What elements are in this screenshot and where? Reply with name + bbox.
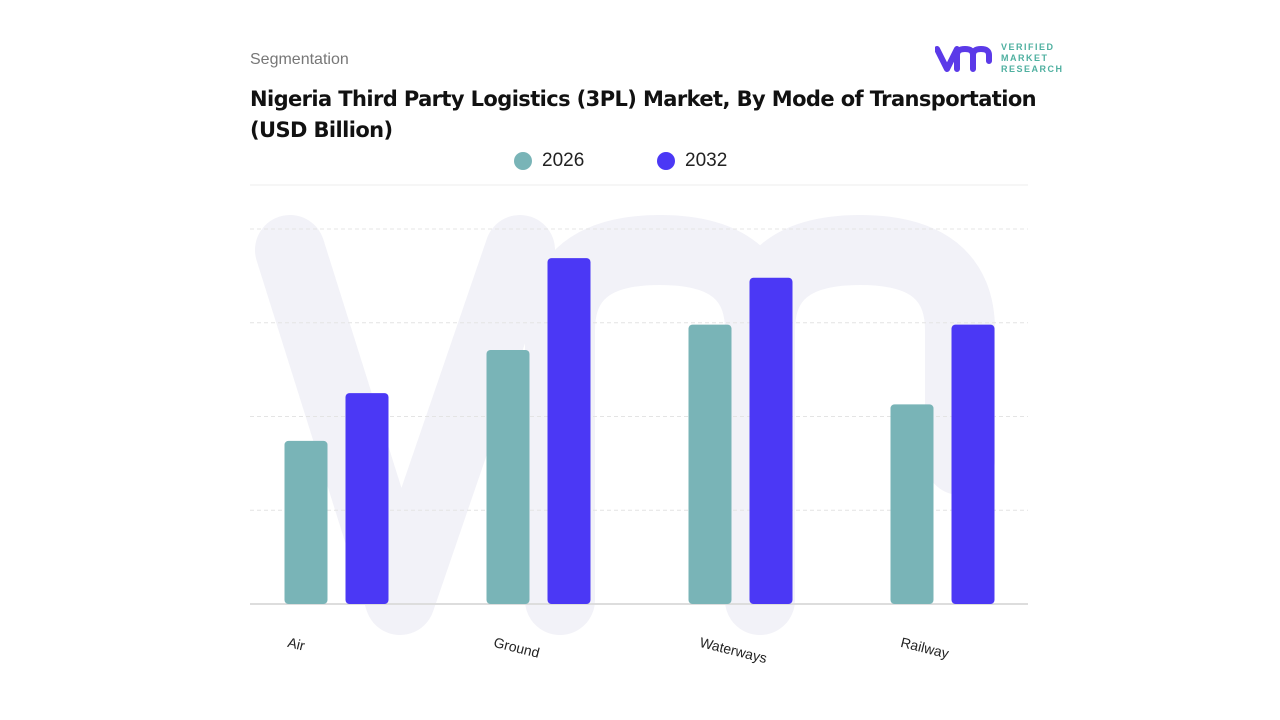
legend-label-2032: 2032 <box>685 150 728 171</box>
logo-text-1: VERIFIED <box>1001 42 1055 52</box>
bar-ground-2032 <box>547 258 591 604</box>
bar-air-2032 <box>345 393 389 604</box>
legend-label-2026: 2026 <box>542 150 585 171</box>
legend-item-2032: 2032 <box>657 150 727 172</box>
legend-swatch-2026 <box>514 152 532 170</box>
legend-item-2026: 2026 <box>514 150 584 172</box>
bar-waterways-2032 <box>749 277 793 604</box>
bar-railway-2026 <box>890 404 934 604</box>
vmr-logo-icon <box>935 45 992 72</box>
bar-waterways-2026 <box>688 324 732 604</box>
watermark-logo <box>255 215 995 635</box>
bar-air-2026 <box>284 440 328 604</box>
logo-text-3: RESEARCH <box>1001 64 1064 74</box>
bar-ground-2026 <box>486 349 530 604</box>
legend-swatch-2032 <box>657 152 675 170</box>
vmr-logo: VERIFIED MARKET RESEARCH <box>935 42 1064 75</box>
segmentation-label: Segmentation <box>250 51 349 68</box>
logo-text-2: MARKET <box>1001 53 1049 63</box>
chart-title: Nigeria Third Party Logistics (3PL) Mark… <box>250 87 1037 142</box>
bar-railway-2032 <box>951 324 995 604</box>
